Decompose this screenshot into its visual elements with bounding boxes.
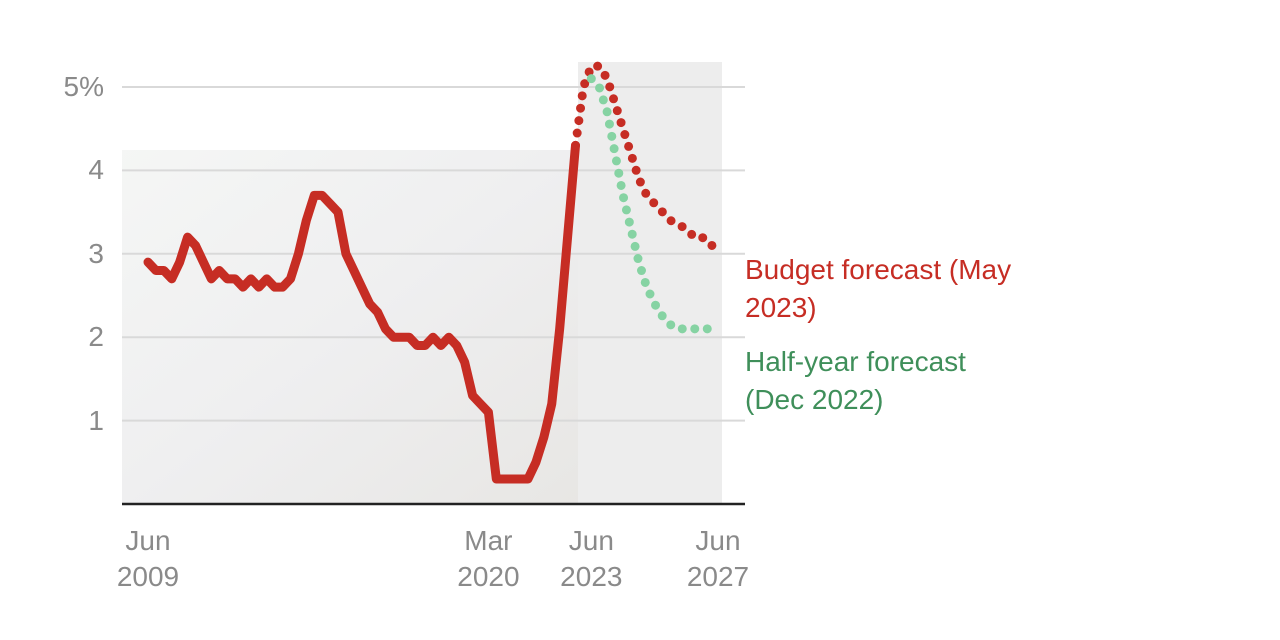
- x-tick-label: Mar 2020: [457, 525, 520, 592]
- x-tick-label: Jun 2027: [686, 525, 750, 592]
- y-tick-label: 1: [88, 404, 104, 436]
- forecast-line: [571, 61, 723, 250]
- legend-entry: Budget forecast (May 2023): [745, 254, 1012, 323]
- data-line: [143, 140, 580, 484]
- y-tick-label: 3: [88, 237, 104, 269]
- y-tick-label: 2: [88, 321, 104, 353]
- x-tick-label: Jun 2009: [116, 525, 180, 592]
- y-tick-label: 4: [88, 154, 104, 186]
- legend-entry: Half-year forecast (Dec 2022): [745, 346, 966, 415]
- forecast-shade: [578, 62, 722, 504]
- x-tick-label: Jun 2023: [560, 525, 623, 592]
- y-tick-label: 5%: [63, 71, 104, 103]
- background-image: [122, 150, 578, 504]
- forecast-line: [586, 74, 723, 334]
